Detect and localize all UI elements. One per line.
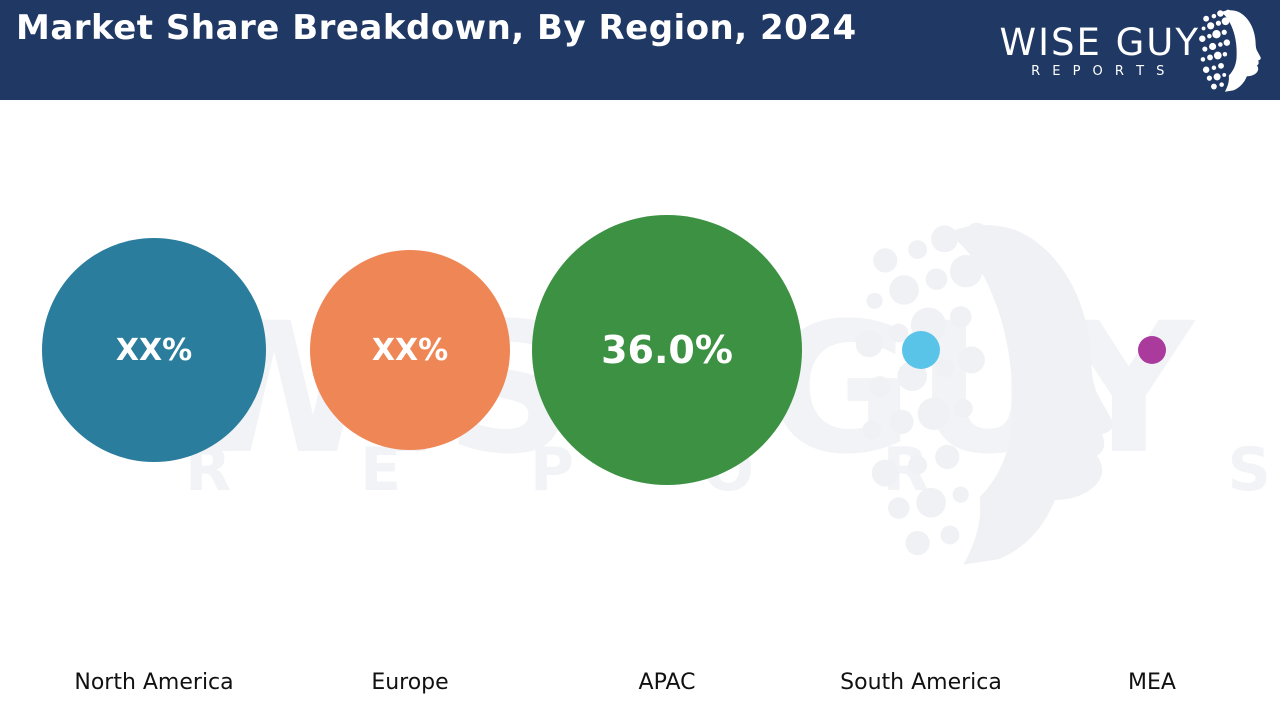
category-label-mea: MEA [1128,670,1176,695]
chart-area: WISE GUY R E P O R T S XX% XX% 36.0% [0,100,1280,720]
bubble-value-label: 36.0% [601,328,733,372]
logo-wiseguy-text: WISE GUY [999,21,1200,64]
bubble-value-label: XX% [371,332,449,368]
bubble-north-america: XX% [42,238,266,462]
logo-reports-text: R E P O R T S [1031,64,1169,79]
watermark-head-icon [855,222,1113,565]
header: Market Share Breakdown, By Region, 2024 … [0,0,1280,100]
category-label-north-america: North America [74,670,234,695]
page-title: Market Share Breakdown, By Region, 2024 [16,8,857,48]
brand-logo: WISE GUY R E P O R T S [1000,6,1268,96]
category-label-apac: APAC [638,670,696,695]
bubble-value-label: XX% [115,332,193,368]
bubble-europe: XX% [310,250,510,450]
bubble-mea [1138,336,1166,364]
bubble-south-america [902,331,940,369]
bubble-apac: 36.0% [532,215,802,485]
logo-head-icon [1199,9,1261,92]
brand-logo-text: WISE GUY R E P O R T S [1000,24,1200,78]
category-label-south-america: South America [840,670,1002,695]
category-label-europe: Europe [371,670,449,695]
